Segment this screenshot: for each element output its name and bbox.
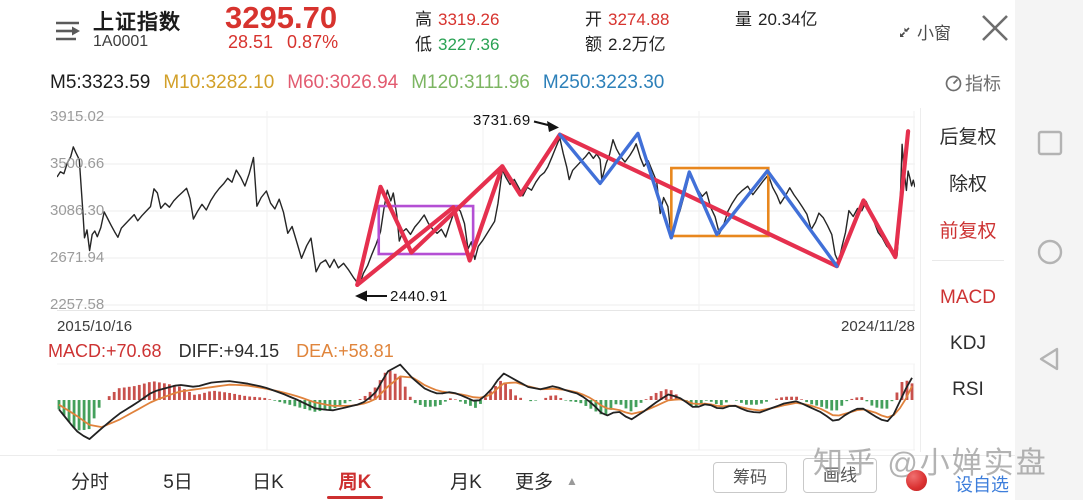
ma-item-1: M10:3282.10 <box>163 72 275 93</box>
last-price: 3295.70 <box>225 0 338 35</box>
panel-item-MACD[interactable]: MACD <box>940 287 996 308</box>
price-change: 28.51 0.87% <box>228 32 352 53</box>
watermark: 知乎 @小婵实盘 <box>813 447 1048 480</box>
trough-annotation-label: 2440.91 <box>390 288 448 305</box>
tab-分时[interactable]: 分时 <box>70 472 110 493</box>
stat-high: 高 3319.26 <box>415 10 500 29</box>
ma-item-4: M250:3223.30 <box>542 72 665 93</box>
high-value: 3319.26 <box>438 10 500 29</box>
ma-values-row: M5:3323.59 M10:3282.10 M60:3026.94 M120:311… <box>50 72 677 94</box>
panel-item-除权[interactable]: 除权 <box>948 174 987 195</box>
gauge-icon <box>945 75 962 91</box>
ma-item-0: M5:3323.59 <box>50 72 151 93</box>
tab-更多[interactable]: 更多 <box>514 472 554 493</box>
stat-volume: 量 20.34亿 <box>735 10 818 29</box>
stat-low: 低 3227.36 <box>415 35 500 54</box>
ma-item-2: M60:3026.94 <box>287 72 399 93</box>
index-code: 1A0001 <box>93 33 149 50</box>
volume-value: 20.34亿 <box>758 10 818 29</box>
panel-item-RSI[interactable]: RSI <box>952 379 984 400</box>
y-axis-label-2: 3086.30 <box>50 202 105 219</box>
draw-line-button[interactable]: 画线 <box>803 458 877 493</box>
mini-window-button[interactable]: 小窗 <box>897 19 951 44</box>
active-tab-underline <box>327 496 383 499</box>
panel-item-KDJ[interactable]: KDJ <box>950 333 986 354</box>
change-percent: 0.87% <box>287 32 339 52</box>
stat-amount: 额 2.2万亿 <box>585 35 666 54</box>
macd-values-row: MACD:+70.68 DIFF:+94.15 DEA:+58.81 <box>48 341 406 362</box>
more-expand-icon[interactable]: ▲ <box>566 474 578 488</box>
android-nav-strip <box>1015 0 1083 500</box>
y-axis-label-1: 3500.66 <box>50 155 105 172</box>
y-axis-label-0: 3915.02 <box>50 108 105 125</box>
panel-divider <box>920 108 921 452</box>
ma-item-3: M120:3111.96 <box>411 72 530 93</box>
panel-item-后复权[interactable]: 后复权 <box>939 127 997 148</box>
change-value: 28.51 <box>228 32 274 52</box>
macd-value: MACD:+70.68 <box>48 341 162 361</box>
mini-window-label: 小窗 <box>917 24 951 43</box>
low-value: 3227.36 <box>438 35 500 54</box>
amount-value: 2.2万亿 <box>608 35 666 54</box>
indicator-button[interactable]: 指标 <box>945 70 1001 96</box>
chips-button[interactable]: 筹码 <box>713 462 787 493</box>
home-circle-icon[interactable] <box>1037 239 1063 265</box>
y-axis-label-3: 2671.94 <box>50 249 105 266</box>
menu-icon[interactable] <box>52 16 86 46</box>
panel-separator <box>932 260 1004 261</box>
x-axis-end-date: 2024/11/28 <box>841 318 915 335</box>
indicator-button-label: 指标 <box>965 74 1001 94</box>
price-chart[interactable] <box>57 105 915 317</box>
tab-周K[interactable]: 周K <box>338 472 372 493</box>
tab-日K[interactable]: 日K <box>252 472 284 493</box>
open-value: 3274.88 <box>608 10 670 29</box>
collapse-window-icon <box>900 26 910 37</box>
add-watchlist-button[interactable]: 设自选 <box>955 475 1009 495</box>
back-triangle-icon[interactable] <box>1037 346 1063 372</box>
close-icon[interactable] <box>977 10 1013 46</box>
record-dot[interactable] <box>906 470 927 491</box>
recents-square-icon[interactable] <box>1037 130 1063 156</box>
tab-月K[interactable]: 月K <box>450 472 482 493</box>
diff-value: DIFF:+94.15 <box>178 341 280 361</box>
peak-annotation-label: 3731.69 <box>473 112 531 129</box>
stat-open: 开 3274.88 <box>585 10 670 29</box>
x-axis-start-date: 2015/10/16 <box>57 318 133 335</box>
tab-5日[interactable]: 5日 <box>163 472 193 493</box>
y-axis-label-4: 2257.58 <box>50 296 105 313</box>
index-name: 上证指数 <box>93 11 181 34</box>
panel-item-前复权[interactable]: 前复权 <box>939 221 997 242</box>
dea-value: DEA:+58.81 <box>296 341 394 361</box>
macd-chart[interactable] <box>57 362 915 453</box>
